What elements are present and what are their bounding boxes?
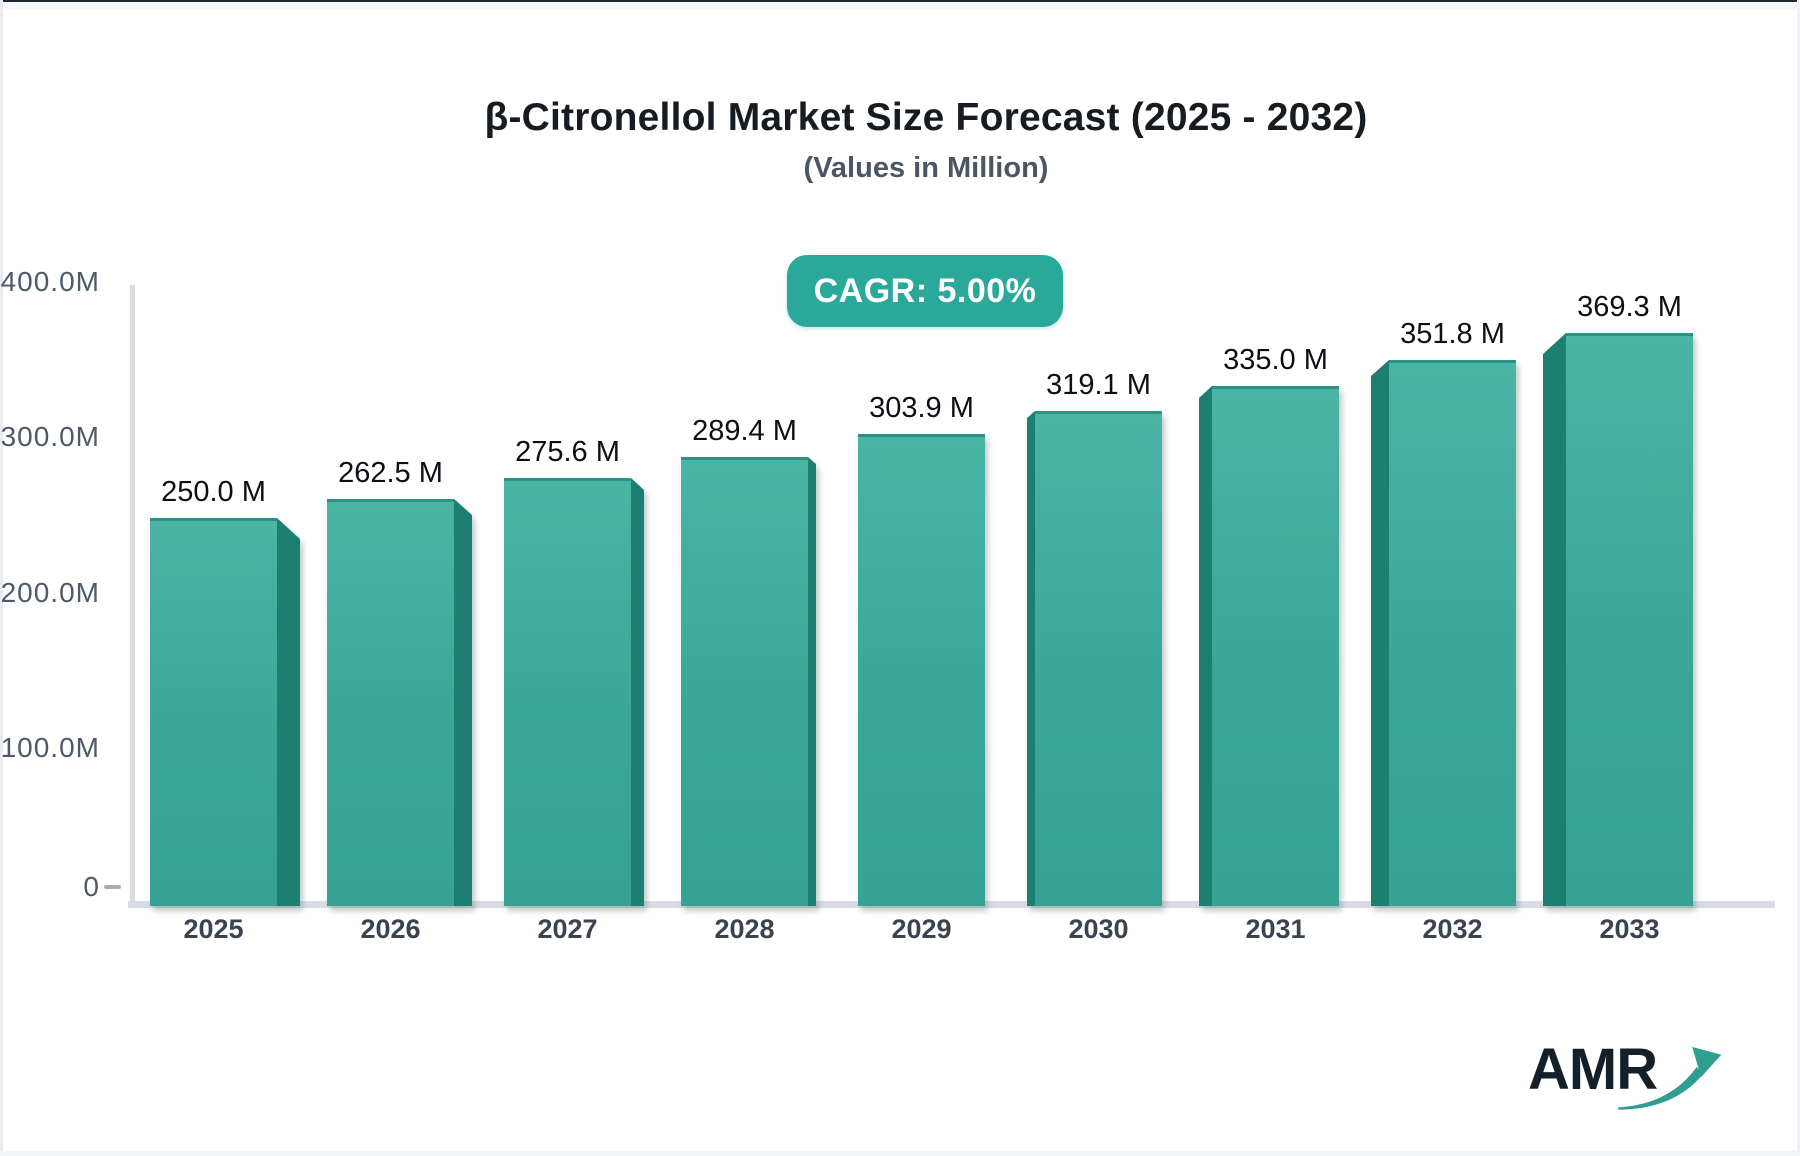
x-axis-tick-label: 2028 <box>714 914 775 944</box>
bar-value-label: 275.6 M <box>515 436 620 468</box>
window-bottom-border <box>0 1151 1800 1156</box>
zero-tick-dash <box>104 885 121 889</box>
x-axis-tick-label: 2027 <box>537 914 598 944</box>
bar-value-label: 303.9 M <box>869 392 974 424</box>
growth-arrow-icon <box>1618 1046 1722 1110</box>
x-axis-tick-label: 2031 <box>1245 914 1306 944</box>
bar-front-face <box>681 457 808 906</box>
bar-front-face <box>1035 411 1162 906</box>
bar-front-face <box>1212 386 1339 906</box>
bar-side-face <box>631 478 644 906</box>
y-axis-tick-label: 0 <box>83 871 100 902</box>
bar-front-face <box>1566 333 1693 906</box>
window-right-border <box>1797 0 1800 1156</box>
y-axis-tick-label: 200.0M <box>0 576 100 608</box>
chart-title: β-Citronellol Market Size Forecast (2025… <box>484 96 1368 139</box>
window-top-strip <box>0 2 1800 10</box>
window-left-border <box>0 0 3 1156</box>
x-axis-tick-label: 2033 <box>1599 914 1660 944</box>
chart-subtitle: (Values in Million) <box>803 152 1049 184</box>
amr-logo: AMR <box>1528 1036 1728 1116</box>
bar-front-face <box>327 499 454 906</box>
bar-value-label: 335.0 M <box>1223 344 1328 376</box>
bar-side-face <box>1371 360 1389 906</box>
x-axis-tick-label: 2025 <box>183 914 244 944</box>
bar-front-face <box>858 434 985 906</box>
amr-logo-text: AMR <box>1528 1037 1658 1102</box>
bar-front-face <box>150 518 277 906</box>
x-axis-tick-label: 2032 <box>1422 914 1483 944</box>
x-axis-tick-label: 2030 <box>1068 914 1129 944</box>
bar-value-label: 319.1 M <box>1046 369 1151 401</box>
bar-front-face <box>1389 360 1516 906</box>
bar-side-face <box>1543 333 1566 906</box>
y-axis-tick-label: 300.0M <box>0 421 100 453</box>
bar-side-face <box>454 499 472 906</box>
x-axis-tick-label: 2029 <box>891 914 952 944</box>
bar-front-face <box>504 478 631 906</box>
bar-side-face <box>1027 411 1035 906</box>
bar-side-face <box>277 518 300 906</box>
y-axis-tick-label: 100.0M <box>0 731 100 763</box>
chart-header: β-Citronellol Market Size Forecast (2025… <box>52 0 1800 185</box>
y-axis-line <box>130 285 135 906</box>
bar-value-label: 369.3 M <box>1577 291 1682 323</box>
bar-value-label: 250.0 M <box>161 476 266 508</box>
bar-side-face <box>1199 386 1212 906</box>
x-axis-tick-label: 2026 <box>360 914 421 944</box>
cagr-badge: CAGR: 5.00% <box>787 255 1063 327</box>
bar-value-label: 289.4 M <box>692 415 797 447</box>
window-top-border <box>0 0 1800 2</box>
bar-value-label: 262.5 M <box>338 457 443 489</box>
y-axis-tick-label: 400.0M <box>0 266 100 298</box>
bar-side-face <box>808 457 816 906</box>
bar-value-label: 351.8 M <box>1400 318 1505 350</box>
